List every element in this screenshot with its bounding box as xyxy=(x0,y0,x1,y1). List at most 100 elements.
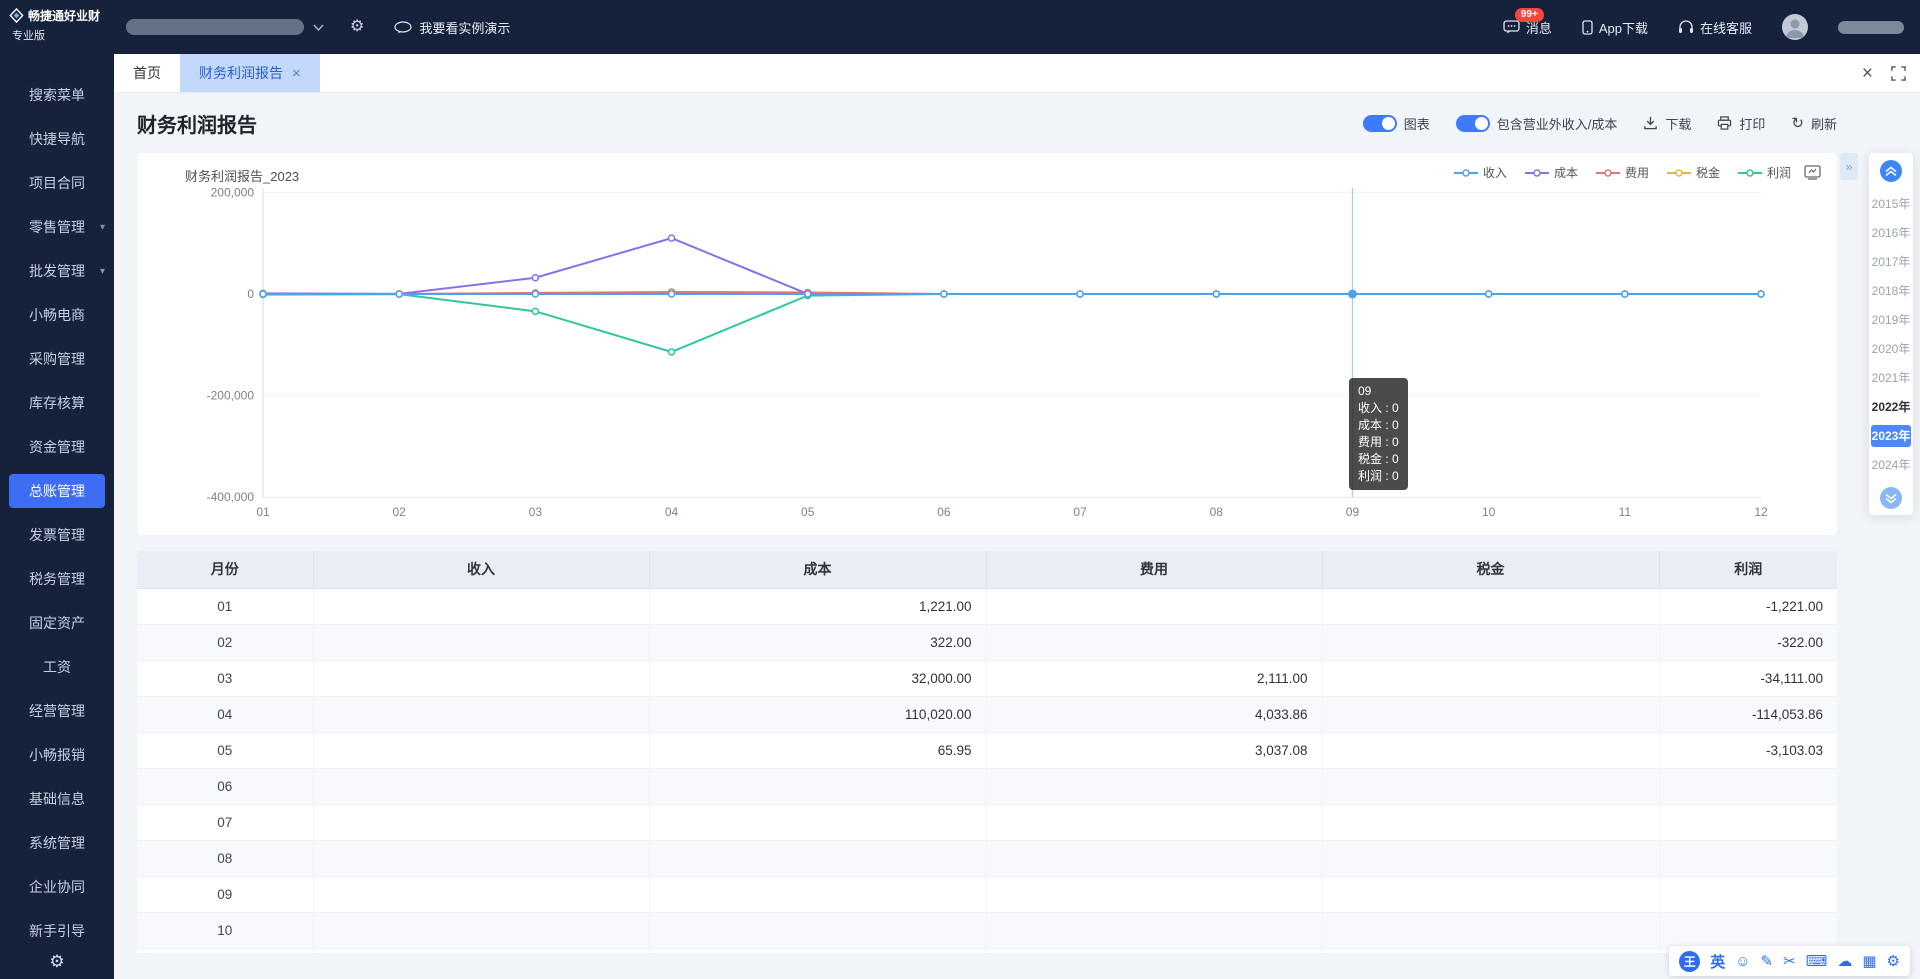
sidebar-item-系统管理[interactable]: 系统管理 xyxy=(0,821,114,865)
year-panel: 2015年 2016年 2017年 2018年 2019年 2020年 2021年 2022年… xyxy=(1869,153,1913,515)
save-image-icon[interactable] xyxy=(1804,165,1821,180)
chart-toggle[interactable]: 图表 xyxy=(1362,114,1430,133)
chevron-down-icon: ▾ xyxy=(99,265,105,277)
sidebar-item-基础信息[interactable]: 基础信息 xyxy=(0,777,114,821)
app-download-button[interactable]: App下载 xyxy=(1582,18,1648,37)
tab-strip: 首页 财务利润报告 × × xyxy=(114,54,1920,93)
tab-close-icon[interactable]: × xyxy=(292,64,301,82)
pen-icon[interactable]: ✎ xyxy=(1760,952,1774,970)
sidebar-item-总账管理[interactable]: 总账管理 xyxy=(0,469,114,513)
scissors-icon[interactable]: ✂ xyxy=(1783,952,1796,970)
table-row[interactable]: 08 xyxy=(137,840,1837,877)
chevron-double-up-icon[interactable] xyxy=(1880,160,1902,182)
year-2020年[interactable]: 2020年 xyxy=(1871,342,1911,356)
online-service-button[interactable]: 在线客服 xyxy=(1678,18,1752,37)
sidebar-item-小畅报销[interactable]: 小畅报销 xyxy=(0,733,114,777)
cell-value xyxy=(313,912,650,949)
messages-button[interactable]: 消息 99+ xyxy=(1503,7,1552,37)
sidebar-item-label: 税务管理 xyxy=(29,571,85,587)
sidebar-item-工资[interactable]: 工资 xyxy=(0,645,114,689)
year-panel-collapse-handle[interactable]: » xyxy=(1840,153,1858,180)
year-2017年[interactable]: 2017年 xyxy=(1871,255,1911,269)
table-row[interactable]: 05 65.95 3,037.08 -3,103.03 xyxy=(137,732,1837,769)
legend-费用[interactable]: 费用 xyxy=(1595,164,1649,181)
table-row[interactable]: 01 1,221.00 -1,221.00 xyxy=(137,588,1837,625)
sidebar-item-发票管理[interactable]: 发票管理 xyxy=(0,513,114,557)
cell-value: -114,053.86 xyxy=(1659,696,1837,733)
legend-收入[interactable]: 收入 xyxy=(1453,164,1507,181)
cell-month: 01 xyxy=(137,588,314,625)
close-all-tabs-icon[interactable]: × xyxy=(1861,63,1873,84)
cell-month: 11 xyxy=(137,948,314,953)
year-2015年[interactable]: 2015年 xyxy=(1871,197,1911,211)
sidebar-item-资金管理[interactable]: 资金管理 xyxy=(0,425,114,469)
year-2023年[interactable]: 2023年 xyxy=(1871,425,1911,447)
chevron-double-down-icon[interactable] xyxy=(1880,487,1902,509)
toggle-on-switch[interactable] xyxy=(1455,114,1490,132)
gear-icon[interactable]: ⚙ xyxy=(1886,952,1900,970)
cell-value xyxy=(1322,660,1660,697)
keyboard-icon[interactable]: ⌨ xyxy=(1805,952,1828,970)
ime-language-mode[interactable]: 英 xyxy=(1710,953,1726,971)
company-select[interactable] xyxy=(126,19,324,35)
print-button[interactable]: 打印 xyxy=(1717,114,1765,133)
legend-marker-icon xyxy=(1453,168,1478,177)
year-2024年[interactable]: 2024年 xyxy=(1871,458,1911,472)
sidebar-item-零售管理[interactable]: 零售管理 ▾ xyxy=(0,205,114,249)
sidebar-item-企业协同[interactable]: 企业协同 xyxy=(0,865,114,909)
sidebar-gear-icon[interactable]: ⚙ xyxy=(49,952,65,971)
legend-成本[interactable]: 成本 xyxy=(1524,164,1578,181)
table-row[interactable]: 02 322.00 -322.00 xyxy=(137,624,1837,661)
cell-value xyxy=(313,876,650,913)
sidebar-item-快捷导航[interactable]: 快捷导航 xyxy=(0,117,114,161)
toggle-on-switch[interactable] xyxy=(1362,114,1397,132)
main-content: 财务利润报告 图表 包含营业外收入/成本 下载 打印 ↻ 刷新 xyxy=(114,93,1920,979)
cloud-icon[interactable]: ☁ xyxy=(1837,952,1853,970)
sidebar-item-小畅电商[interactable]: 小畅电商 xyxy=(0,293,114,337)
sidebar-item-新手引导[interactable]: 新手引导 xyxy=(0,909,114,953)
cell-value xyxy=(1322,624,1660,661)
ime-logo-icon[interactable]: 王 xyxy=(1679,950,1701,972)
year-2022年[interactable]: 2022年 xyxy=(1871,400,1911,414)
user-avatar[interactable] xyxy=(1782,14,1808,40)
settings-gear-icon[interactable]: ⚙ xyxy=(350,18,365,35)
legend-marker-icon xyxy=(1666,168,1691,177)
include-nonoperating-toggle[interactable]: 包含营业外收入/成本 xyxy=(1455,114,1617,133)
legend-label: 费用 xyxy=(1624,166,1649,180)
table-row[interactable]: 06 xyxy=(137,768,1837,805)
sidebar-item-经营管理[interactable]: 经营管理 xyxy=(0,689,114,733)
table-row[interactable]: 04 110,020.00 4,033.86 -114,053.86 xyxy=(137,696,1837,733)
sidebar-item-批发管理[interactable]: 批发管理 ▾ xyxy=(0,249,114,293)
sidebar-item-搜索菜单[interactable]: 搜索菜单 xyxy=(0,73,114,117)
year-2021年[interactable]: 2021年 xyxy=(1871,371,1911,385)
sidebar-item-项目合同[interactable]: 项目合同 xyxy=(0,161,114,205)
grid-icon[interactable]: ▦ xyxy=(1862,952,1877,970)
demo-link[interactable]: 我要看实例演示 xyxy=(394,18,510,37)
year-2019年[interactable]: 2019年 xyxy=(1871,313,1911,327)
tab-首页[interactable]: 首页 xyxy=(114,54,180,92)
table-row[interactable]: 10 xyxy=(137,912,1837,949)
legend-税金[interactable]: 税金 xyxy=(1666,164,1720,181)
refresh-button[interactable]: ↻ 刷新 xyxy=(1791,114,1837,133)
tab-财务利润报告[interactable]: 财务利润报告 × xyxy=(180,54,320,92)
legend-利润[interactable]: 利润 xyxy=(1737,164,1791,181)
sidebar-item-库存核算[interactable]: 库存核算 xyxy=(0,381,114,425)
sidebar-item-固定资产[interactable]: 固定资产 xyxy=(0,601,114,645)
cell-value: 2,111.00 xyxy=(986,660,1323,697)
fullscreen-icon[interactable] xyxy=(1891,66,1906,81)
sidebar-item-采购管理[interactable]: 采购管理 xyxy=(0,337,114,381)
cell-month: 08 xyxy=(137,840,314,877)
table-row[interactable]: 03 32,000.00 2,111.00 -34,111.00 xyxy=(137,660,1837,697)
cell-value xyxy=(986,768,1323,805)
cell-value xyxy=(1659,840,1837,877)
download-button[interactable]: 下载 xyxy=(1643,114,1691,133)
cell-month: 06 xyxy=(137,768,314,805)
smiley-icon[interactable]: ☺ xyxy=(1735,952,1751,970)
table-row[interactable]: 07 xyxy=(137,804,1837,841)
year-2018年[interactable]: 2018年 xyxy=(1871,284,1911,298)
year-2016年[interactable]: 2016年 xyxy=(1871,226,1911,240)
sidebar-item-税务管理[interactable]: 税务管理 xyxy=(0,557,114,601)
table-row[interactable]: 09 xyxy=(137,876,1837,913)
table-row[interactable]: 11 xyxy=(137,948,1837,953)
